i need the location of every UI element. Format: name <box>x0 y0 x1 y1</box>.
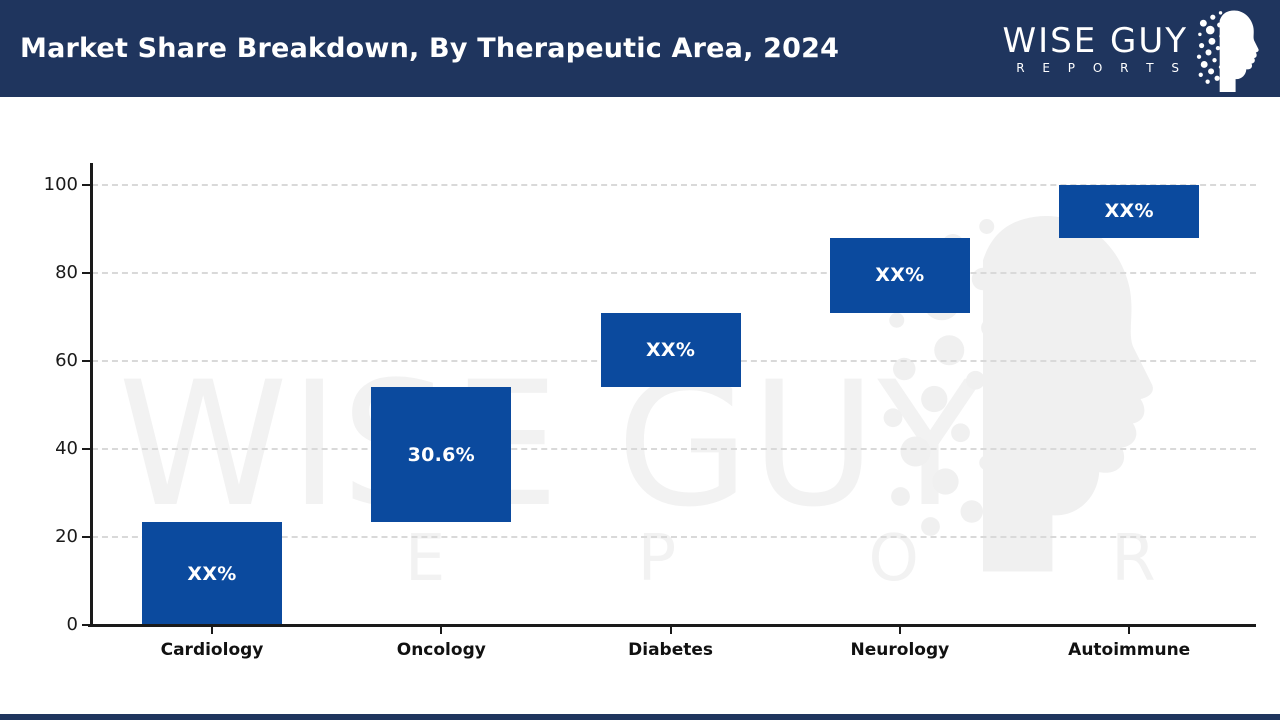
y-tick-label-40: 40 <box>28 438 78 459</box>
wise-guy-reports-logo: WISE GUY R E P O R T S <box>1002 6 1280 92</box>
bar-autoimmune: XX% <box>1059 185 1200 238</box>
y-tick-label-0: 0 <box>28 614 78 635</box>
bar-label-autoimmune: XX% <box>1104 200 1154 223</box>
x-tick-diabetes <box>669 627 672 634</box>
y-tick-label-20-text: 20 <box>55 526 78 547</box>
bar-diabetes: XX% <box>600 312 741 388</box>
y-tick-label-100: 100 <box>28 174 78 195</box>
x-axis-line <box>88 624 1256 627</box>
logo-wordmark: WISE GUY <box>1002 20 1188 61</box>
page-title: Market Share Breakdown, By Therapeutic A… <box>20 33 840 64</box>
category-label-cardiology: Cardiology <box>122 640 302 660</box>
category-label-neurology-text: Neurology <box>850 640 950 660</box>
x-tick-cardiology <box>211 627 213 634</box>
bar-label-oncology: 30.6% <box>407 443 475 466</box>
category-label-cardiology-text: Cardiology <box>160 640 264 660</box>
x-tick-neurology <box>898 627 901 634</box>
y-tick-label-80-text: 80 <box>55 262 78 283</box>
y-tick-0 <box>82 624 90 626</box>
y-tick-label-40-text: 40 <box>55 438 78 459</box>
logo-face-icon <box>1194 6 1266 92</box>
gridline-80 <box>92 272 1256 274</box>
y-tick-label-60: 60 <box>28 350 78 371</box>
y-tick-20 <box>82 536 90 538</box>
gridline-40 <box>92 448 1256 450</box>
gridline-20 <box>92 536 1256 538</box>
y-tick-100 <box>82 184 90 186</box>
y-tick-80 <box>82 272 90 274</box>
x-tick-autoimmune <box>1128 627 1131 634</box>
bar-cardiology: XX% <box>142 522 282 625</box>
bar-label-diabetes: XX% <box>645 338 696 361</box>
y-tick-label-20: 20 <box>28 526 78 547</box>
bar-neurology: XX% <box>829 237 970 313</box>
category-label-diabetes: Diabetes <box>581 640 761 660</box>
logo-text: WISE GUY R E P O R T S <box>1002 24 1188 74</box>
x-tick-oncology <box>440 627 443 634</box>
category-label-diabetes-text: Diabetes <box>628 640 714 660</box>
footer-bar <box>0 714 1280 720</box>
y-tick-40 <box>82 448 90 450</box>
y-tick-60 <box>82 360 90 362</box>
category-label-autoimmune-text: Autoimmune <box>1068 640 1191 660</box>
category-label-autoimmune: Autoimmune <box>1039 640 1219 660</box>
bar-label-cardiology: XX% <box>187 562 237 585</box>
category-label-oncology: Oncology <box>351 640 531 660</box>
y-tick-label-80: 80 <box>28 262 78 283</box>
chart-area: WISE GUY R E P O R T S 020406080100XX%Ca… <box>0 97 1280 714</box>
bar-label-neurology: XX% <box>875 264 925 287</box>
gridline-100 <box>92 184 1256 186</box>
logo-subtitle: R E P O R T S <box>1016 60 1186 75</box>
header-bar: Market Share Breakdown, By Therapeutic A… <box>0 0 1280 97</box>
bar-oncology: 30.6% <box>371 387 512 523</box>
y-tick-label-0-text: 0 <box>66 614 78 635</box>
y-axis-line <box>90 163 93 627</box>
category-label-neurology: Neurology <box>810 640 990 660</box>
watermark-wordmark: WISE GUY <box>118 344 984 545</box>
y-tick-label-60-text: 60 <box>55 350 78 371</box>
y-tick-label-100-text: 100 <box>43 174 78 195</box>
category-label-oncology-text: Oncology <box>396 640 486 660</box>
